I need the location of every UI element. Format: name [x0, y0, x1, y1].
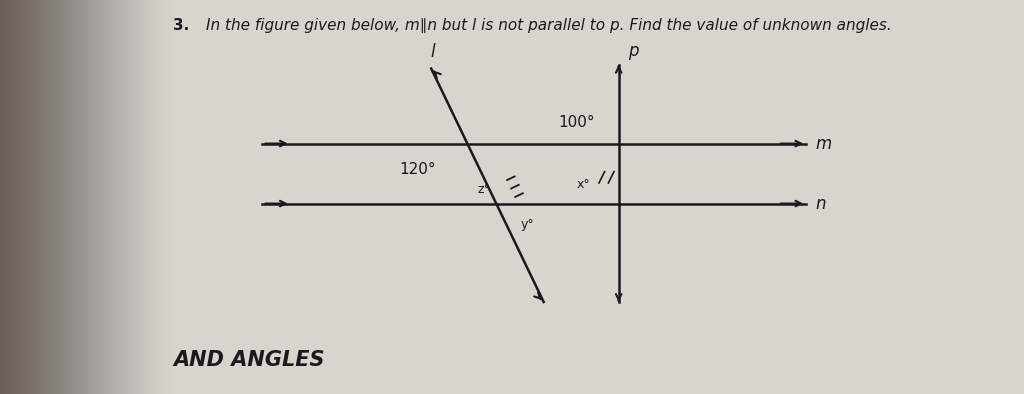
Text: In the figure given below, m∥n but l is not parallel to p. Find the value of unk: In the figure given below, m∥n but l is …: [206, 18, 892, 33]
Text: l: l: [431, 43, 435, 61]
Text: y°: y°: [521, 217, 535, 230]
Text: AND ANGLES: AND ANGLES: [173, 350, 325, 370]
Text: x°: x°: [577, 178, 590, 191]
Text: p: p: [628, 42, 639, 60]
Text: 100°: 100°: [558, 115, 595, 130]
Text: 120°: 120°: [398, 162, 435, 177]
Text: z°: z°: [477, 183, 490, 196]
Text: n: n: [815, 195, 826, 212]
Text: m: m: [815, 135, 831, 152]
Text: 3.: 3.: [173, 18, 189, 33]
